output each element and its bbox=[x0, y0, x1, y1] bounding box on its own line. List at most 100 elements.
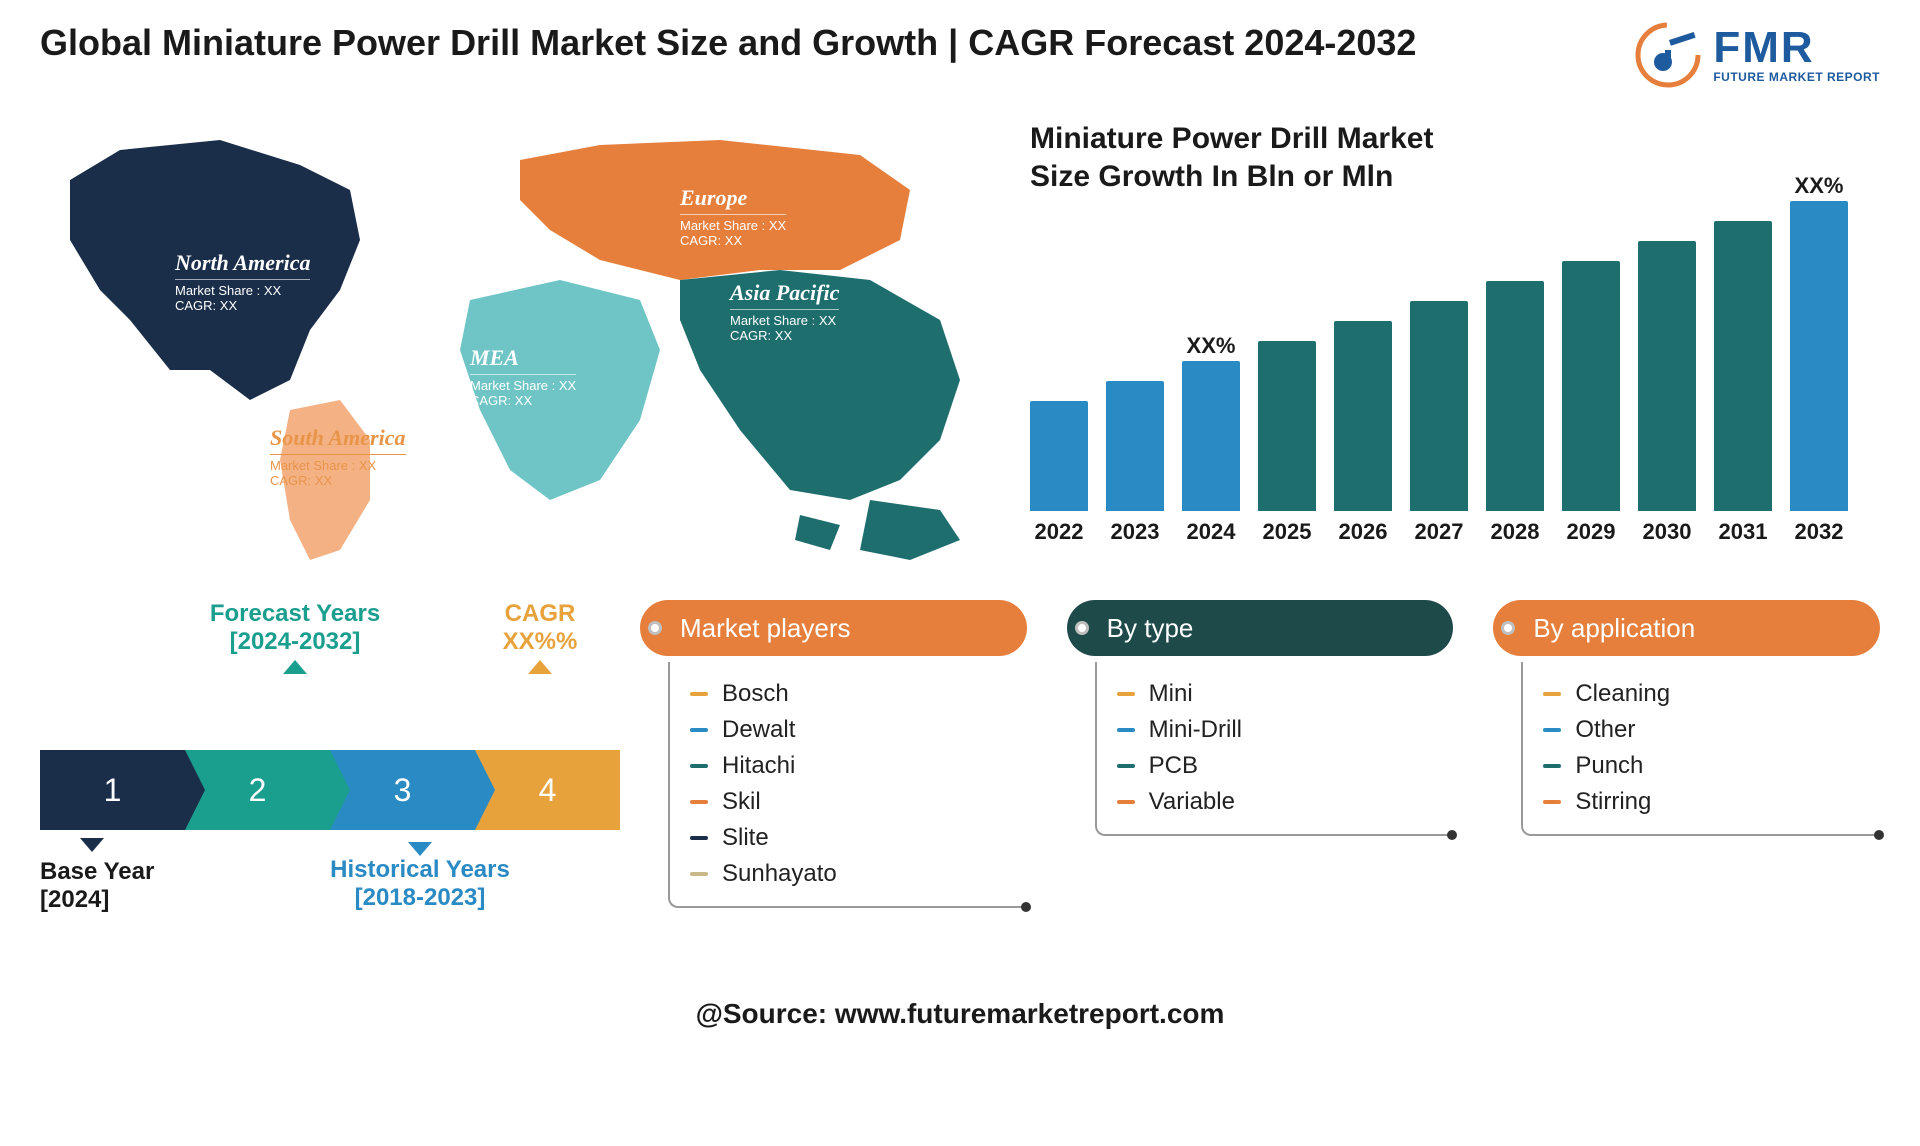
region-cagr: CAGR: XX bbox=[730, 328, 839, 343]
category-item-label: Hitachi bbox=[722, 752, 795, 780]
category-item-label: Mini bbox=[1149, 680, 1193, 708]
region-cagr: CAGR: XX bbox=[680, 233, 786, 248]
tick-icon bbox=[690, 872, 708, 876]
category-item-label: Slite bbox=[722, 824, 769, 852]
tick-icon bbox=[690, 800, 708, 804]
bar-container: 20222023XX%20242025202620272028202920302… bbox=[1030, 215, 1880, 545]
region-share: Market Share : XX bbox=[175, 279, 310, 298]
category-body: Cleaning Other Punch Stirring bbox=[1521, 662, 1880, 836]
bar-col: 2030 bbox=[1638, 241, 1696, 545]
category-item: Stirring bbox=[1543, 784, 1880, 820]
bar-col: 2031 bbox=[1714, 221, 1772, 545]
bar-col: 2029 bbox=[1562, 261, 1620, 545]
bar-chart: Miniature Power Drill Market Size Growth… bbox=[1030, 120, 1880, 570]
region-mea: MEAMarket Share : XXCAGR: XX bbox=[470, 345, 576, 408]
bar-annotation: XX% bbox=[1795, 173, 1844, 199]
category-header: By type bbox=[1067, 600, 1454, 656]
tick-icon bbox=[1543, 764, 1561, 768]
bar-label: 2029 bbox=[1567, 519, 1616, 545]
region-ap: Asia Pacific Market Share : XXCAGR: XX bbox=[730, 280, 839, 343]
historical-years-label: Historical Years [2018-2023] bbox=[310, 838, 530, 912]
bar-annotation: XX% bbox=[1187, 333, 1236, 359]
region-sa: South AmericaMarket Share : XXCAGR: XX bbox=[270, 425, 406, 488]
category-item: Bosch bbox=[690, 676, 1027, 712]
bar-label: 2028 bbox=[1491, 519, 1540, 545]
bar bbox=[1182, 361, 1240, 511]
bar-label: 2025 bbox=[1263, 519, 1312, 545]
timeline-segment: 2 bbox=[185, 750, 330, 830]
bar bbox=[1106, 381, 1164, 511]
category-item-label: Dewalt bbox=[722, 716, 795, 744]
category-body: MiniMini-DrillPCBVariable bbox=[1095, 662, 1454, 836]
region-name: Asia Pacific bbox=[730, 280, 839, 306]
timeline-bar: 1234 bbox=[40, 750, 620, 830]
forecast-years-label: Forecast Years [2024-2032] bbox=[195, 600, 395, 674]
tick-icon bbox=[690, 764, 708, 768]
bar-label: 2024 bbox=[1187, 519, 1236, 545]
bar-col: 2023 bbox=[1106, 381, 1164, 545]
bar-label: 2027 bbox=[1415, 519, 1464, 545]
region-name: Europe bbox=[680, 185, 786, 211]
bar-label: 2031 bbox=[1719, 519, 1768, 545]
category-item-label: Sunhayato bbox=[722, 860, 837, 888]
timeline: Forecast Years [2024-2032] CAGR XX%% 123… bbox=[40, 600, 620, 958]
bar bbox=[1258, 341, 1316, 511]
timeline-segment: 3 bbox=[330, 750, 475, 830]
region-eu: Europe Market Share : XXCAGR: XX bbox=[680, 185, 786, 248]
region-name: MEA bbox=[470, 345, 576, 371]
bar-col: XX%2032 bbox=[1790, 201, 1848, 545]
header: Global Miniature Power Drill Market Size… bbox=[40, 20, 1880, 90]
region-na: North America Market Share : XXCAGR: XX bbox=[175, 250, 310, 313]
timeline-segment: 4 bbox=[475, 750, 620, 830]
category-item: Punch bbox=[1543, 748, 1880, 784]
bar-label: 2026 bbox=[1339, 519, 1388, 545]
category-columns: Market players Bosch Dewalt Hitachi Skil Slit… bbox=[640, 600, 1880, 908]
bar-col: 2022 bbox=[1030, 401, 1088, 545]
category-item-label: Bosch bbox=[722, 680, 789, 708]
category-item: Slite bbox=[690, 820, 1027, 856]
category-body: Bosch Dewalt Hitachi Skil Slite Sunhayato bbox=[668, 662, 1027, 908]
category-item: Mini-Drill bbox=[1117, 712, 1454, 748]
dot-icon bbox=[648, 621, 662, 635]
bar-col: XX%2024 bbox=[1182, 361, 1240, 545]
category-header: Market players bbox=[640, 600, 1027, 656]
logo: FMR FUTURE MARKET REPORT bbox=[1633, 20, 1880, 90]
bar bbox=[1410, 301, 1468, 511]
tick-icon bbox=[1117, 800, 1135, 804]
tick-icon bbox=[1543, 692, 1561, 696]
bar-col: 2028 bbox=[1486, 281, 1544, 545]
category-title: Market players bbox=[680, 613, 851, 644]
category-by-type: By typeMiniMini-DrillPCBVariable bbox=[1067, 600, 1454, 908]
tick-icon bbox=[1117, 764, 1135, 768]
category-item: Mini bbox=[1117, 676, 1454, 712]
category-market-players: Market players Bosch Dewalt Hitachi Skil Slit… bbox=[640, 600, 1027, 908]
chart-title: Miniature Power Drill Market Size Growth… bbox=[1030, 120, 1450, 195]
dot-icon bbox=[1501, 621, 1515, 635]
category-item: Variable bbox=[1117, 784, 1454, 820]
bar-label: 2032 bbox=[1795, 519, 1844, 545]
bar bbox=[1486, 281, 1544, 511]
bar-label: 2022 bbox=[1035, 519, 1084, 545]
category-item-label: Skil bbox=[722, 788, 761, 816]
region-cagr: CAGR: XX bbox=[270, 473, 406, 488]
region-name: North America bbox=[175, 250, 310, 276]
category-item: Other bbox=[1543, 712, 1880, 748]
region-share: Market Share : XX bbox=[730, 309, 839, 328]
category-title: By application bbox=[1533, 613, 1695, 644]
bar bbox=[1638, 241, 1696, 511]
bar bbox=[1562, 261, 1620, 511]
bar-col: 2026 bbox=[1334, 321, 1392, 545]
category-item-label: Stirring bbox=[1575, 788, 1651, 816]
category-item-label: Cleaning bbox=[1575, 680, 1670, 708]
category-title: By type bbox=[1107, 613, 1194, 644]
logo-text-sub: FUTURE MARKET REPORT bbox=[1713, 70, 1880, 84]
category-item: Hitachi bbox=[690, 748, 1027, 784]
category-item: Cleaning bbox=[1543, 676, 1880, 712]
category-header: By application bbox=[1493, 600, 1880, 656]
tick-icon bbox=[1543, 728, 1561, 732]
timeline-segment: 1 bbox=[40, 750, 185, 830]
region-cagr: CAGR: XX bbox=[175, 298, 310, 313]
category-item: Dewalt bbox=[690, 712, 1027, 748]
region-share: Market Share : XX bbox=[680, 214, 786, 233]
category-item-label: Punch bbox=[1575, 752, 1643, 780]
